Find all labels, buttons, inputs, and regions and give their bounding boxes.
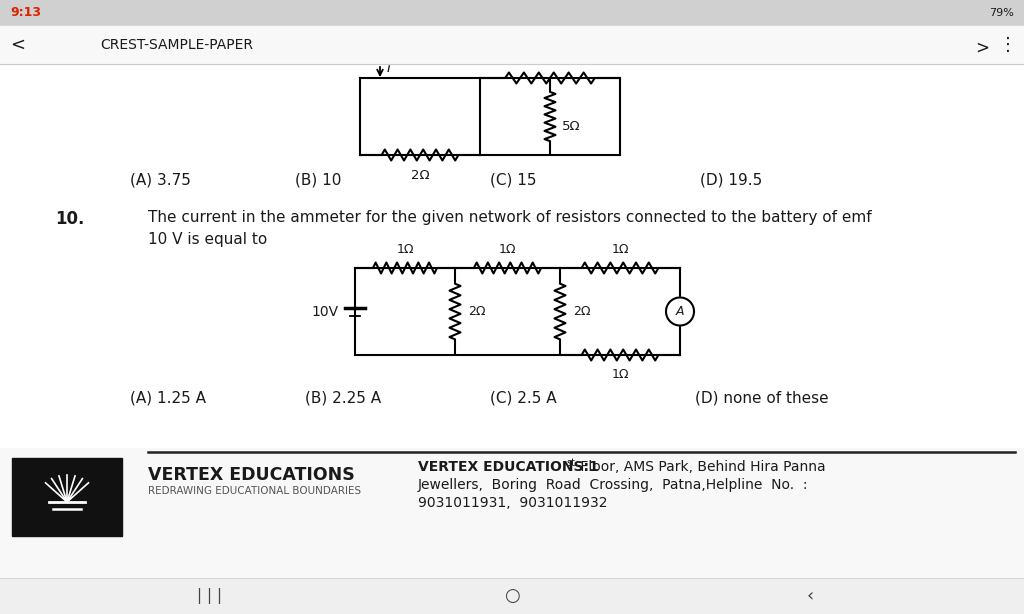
Text: (D) none of these: (D) none of these	[695, 391, 828, 405]
Text: <: <	[10, 36, 26, 54]
Text: 1Ω: 1Ω	[611, 243, 629, 256]
Text: 79%: 79%	[989, 8, 1014, 18]
Bar	[12, 458, 122, 536]
Text: 2Ω: 2Ω	[411, 169, 429, 182]
Text: 1Ω: 1Ω	[396, 243, 414, 256]
Text: Jewellers,  Boring  Road  Crossing,  Patna,Helpline  No.  :: Jewellers, Boring Road Crossing, Patna,H…	[418, 478, 809, 492]
Text: REDRAWING EDUCATIONAL BOUNDARIES: REDRAWING EDUCATIONAL BOUNDARIES	[148, 486, 361, 496]
Text: CREST-SAMPLE-PAPER: CREST-SAMPLE-PAPER	[100, 38, 253, 52]
Text: ○: ○	[504, 587, 520, 605]
Text: A: A	[676, 305, 684, 318]
Text: 1Ω: 1Ω	[611, 368, 629, 381]
Text: 10V: 10V	[312, 305, 339, 319]
Text: (B) 10: (B) 10	[295, 173, 341, 187]
Text: I: I	[387, 61, 391, 75]
Text: (B) 2.25 A: (B) 2.25 A	[305, 391, 381, 405]
Text: (C) 15: (C) 15	[490, 173, 537, 187]
Text: st: st	[566, 458, 575, 468]
Bar	[0, 578, 1024, 614]
Text: (A) 1.25 A: (A) 1.25 A	[130, 391, 206, 405]
Bar	[0, 64, 1024, 584]
Bar	[0, 26, 1024, 64]
Text: 9031011931,  9031011932: 9031011931, 9031011932	[418, 496, 607, 510]
Text: <: <	[973, 36, 987, 54]
Text: (A) 3.75: (A) 3.75	[130, 173, 190, 187]
Text: ⋮: ⋮	[999, 36, 1017, 54]
Text: 2Ω: 2Ω	[468, 305, 485, 318]
Text: 2Ω: 2Ω	[573, 305, 591, 318]
Text: The current in the ammeter for the given network of resistors connected to the b: The current in the ammeter for the given…	[148, 210, 871, 225]
Text: (D) 19.5: (D) 19.5	[700, 173, 762, 187]
Text: 1Ω: 1Ω	[499, 243, 516, 256]
Bar	[0, 448, 1024, 578]
Polygon shape	[666, 298, 694, 325]
Text: VERTEX EDUCATIONS: VERTEX EDUCATIONS	[148, 466, 354, 484]
Text: Floor, AMS Park, Behind Hira Panna: Floor, AMS Park, Behind Hira Panna	[575, 460, 825, 474]
Bar	[0, 0, 1024, 26]
Text: 10.: 10.	[55, 210, 84, 228]
Text: 5Ω: 5Ω	[562, 120, 581, 133]
Text: (C) 2.5 A: (C) 2.5 A	[490, 391, 557, 405]
Text: VERTEX EDUCATIONS:1: VERTEX EDUCATIONS:1	[418, 460, 599, 474]
Text: 10 V is equal to: 10 V is equal to	[148, 232, 267, 247]
Text: | | |: | | |	[198, 588, 222, 604]
Text: ‹: ‹	[806, 587, 814, 605]
Text: RΩ: RΩ	[541, 53, 560, 66]
Text: 9:13: 9:13	[10, 7, 41, 20]
